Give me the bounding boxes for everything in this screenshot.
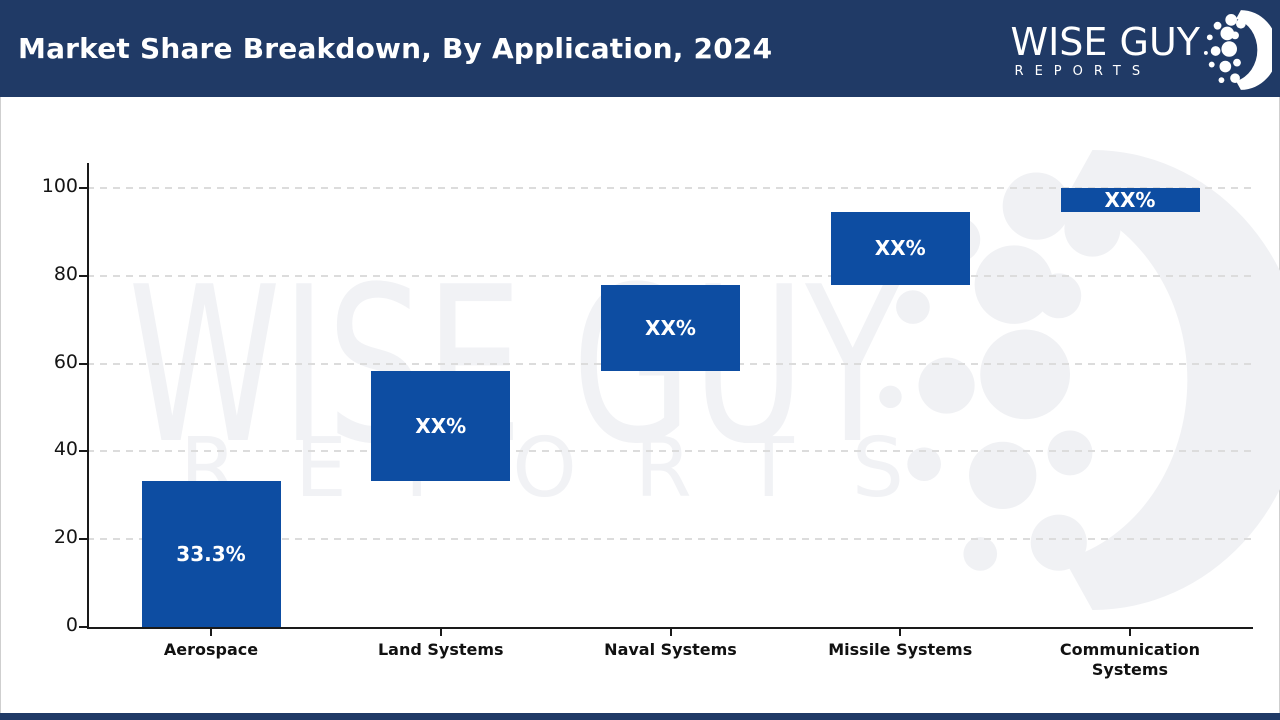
watermark-wordmark: WISE GUY xyxy=(128,240,900,491)
category-label: Land Systems xyxy=(377,640,504,659)
bar-aerospace: 33.3% xyxy=(141,480,281,627)
brand-logo: WISE GUY REPORTS xyxy=(1011,8,1272,92)
x-axis-line xyxy=(87,627,1253,629)
x-tick-mark xyxy=(669,628,672,636)
watermark-subtext: REPORTS xyxy=(180,421,962,516)
x-tick-mark xyxy=(439,628,442,636)
bar-missile-systems: XX% xyxy=(830,212,970,285)
y-tick-label: 20 xyxy=(53,526,78,549)
brand-logo-line2: REPORTS xyxy=(1014,64,1152,79)
x-tick-mark xyxy=(899,628,902,636)
category-label: Communication Systems xyxy=(1059,640,1201,679)
page-title: Market Share Breakdown, By Application, … xyxy=(18,32,773,65)
bar-value-label: XX% xyxy=(415,413,467,438)
brand-logo-text: WISE GUY REPORTS xyxy=(1011,21,1200,79)
head-profile-icon xyxy=(1203,10,1272,90)
header-bar: Market Share Breakdown, By Application, … xyxy=(0,0,1280,97)
bar-land-systems: XX% xyxy=(371,371,511,481)
bar-communication-systems: XX% xyxy=(1060,188,1200,213)
y-tick-mark xyxy=(79,187,88,189)
category-label: Naval Systems xyxy=(604,640,737,659)
gridline-y-40 xyxy=(87,450,1253,453)
bar-naval-systems: XX% xyxy=(601,284,740,372)
gridline-y-100 xyxy=(87,187,1253,189)
y-tick-mark xyxy=(79,626,88,628)
footer-bar xyxy=(0,713,1280,720)
gridline-y-20 xyxy=(87,538,1253,541)
watermark-head-profile-icon xyxy=(879,150,1280,610)
y-tick-label: 0 xyxy=(65,614,78,636)
brand-logo-line1: WISE GUY xyxy=(1010,20,1200,64)
bar-value-label: XX% xyxy=(645,315,696,340)
y-tick-mark xyxy=(79,450,88,453)
y-tick-label: 100 xyxy=(41,175,78,197)
x-tick-mark xyxy=(1129,628,1131,636)
y-tick-mark xyxy=(79,274,88,277)
category-label: Missile Systems xyxy=(828,640,973,659)
y-tick-label: 80 xyxy=(53,262,78,285)
y-tick-label: 60 xyxy=(53,350,78,373)
y-tick-mark xyxy=(79,538,88,541)
x-tick-mark xyxy=(210,628,212,636)
bar-value-label: 33.3% xyxy=(176,541,246,566)
bar-value-label: XX% xyxy=(1104,188,1156,213)
y-tick-label: 40 xyxy=(53,438,78,461)
y-tick-mark xyxy=(79,362,88,365)
gridline-y-80 xyxy=(87,274,1253,277)
bar-value-label: XX% xyxy=(874,236,926,261)
category-label: Aerospace xyxy=(163,640,259,659)
y-axis-line xyxy=(87,163,89,629)
